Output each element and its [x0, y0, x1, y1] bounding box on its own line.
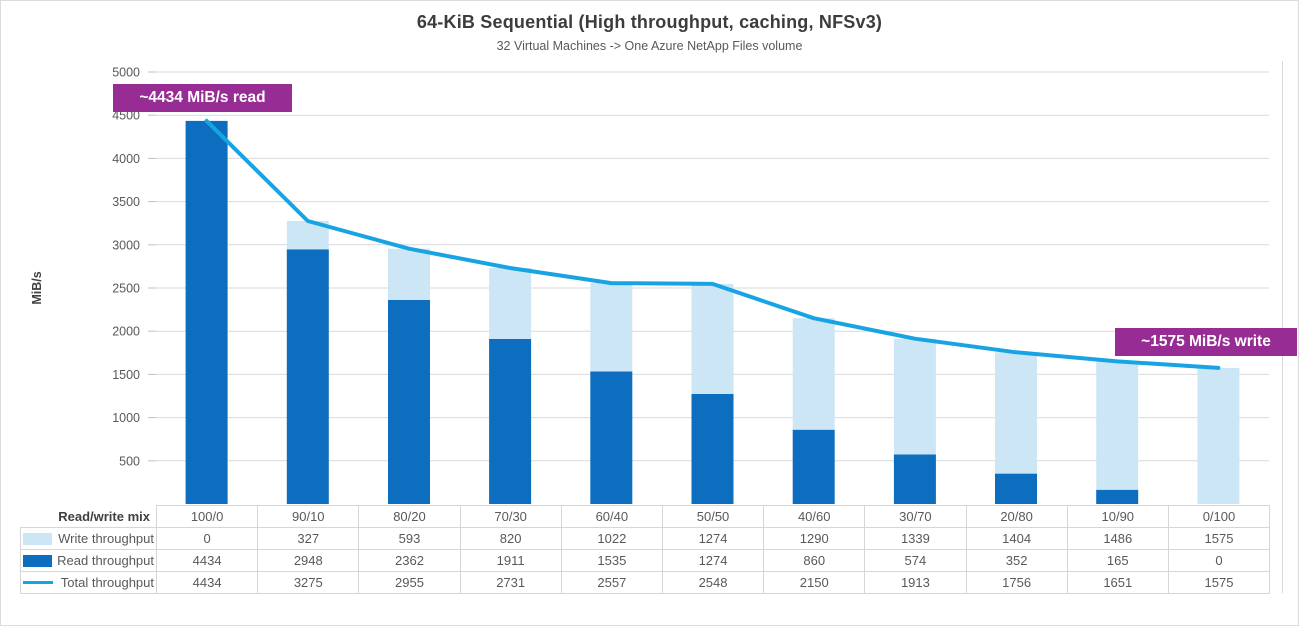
- value-cell: 1575: [1167, 527, 1271, 550]
- y-axis-tick-label: 4500: [112, 109, 140, 123]
- value-cell: 2362: [358, 549, 461, 572]
- read-peak-annotation: ~4434 MiB/s read: [113, 84, 292, 112]
- category-header-cell: 90/10: [257, 505, 360, 528]
- read-bar: [792, 429, 835, 504]
- table-header-row: Read/write mix 100/0 90/10 80/20 70/30 60/40 5…: [21, 505, 1271, 528]
- legend-cell: Total throughput: [20, 571, 157, 594]
- value-cell: 1575: [1167, 571, 1271, 594]
- total-line: [204, 118, 1221, 370]
- write-bar: [590, 283, 633, 372]
- value-cell: 820: [459, 527, 562, 550]
- value-cell: 1274: [661, 527, 765, 550]
- value-cell: 2955: [358, 571, 461, 594]
- value-cell: 2948: [257, 549, 360, 572]
- value-cell: 1404: [965, 527, 1068, 550]
- value-cell: 1535: [560, 549, 663, 572]
- legend-label: Write throughput: [58, 531, 154, 546]
- value-cell: 1911: [459, 549, 562, 572]
- y-axis-tick-label: 1500: [112, 368, 140, 382]
- total-line-legend-swatch: [23, 581, 53, 584]
- category-header-cell: 0/100: [1167, 505, 1271, 528]
- value-cell: 2150: [763, 571, 866, 594]
- value-cell: 2557: [560, 571, 663, 594]
- write-bar: [388, 248, 430, 300]
- write-bar: [792, 318, 835, 430]
- category-header-cell: 30/70: [864, 505, 967, 528]
- value-cell: 860: [763, 549, 866, 572]
- category-header-cell: 10/90: [1066, 505, 1169, 528]
- write-bar: [1096, 361, 1139, 490]
- category-header-cell: 40/60: [763, 505, 866, 528]
- read-bar: [893, 454, 936, 504]
- value-cell: 1913: [864, 571, 967, 594]
- value-cell: 0: [155, 527, 259, 550]
- y-axis-tick-label: 5000: [112, 66, 140, 80]
- read-bar: [388, 299, 430, 504]
- data-table: Read/write mix 100/0 90/10 80/20 70/30 60/40 5…: [20, 505, 1271, 594]
- y-axis-tick-label: 1000: [112, 411, 140, 425]
- category-header-cell: 60/40: [560, 505, 663, 528]
- value-cell: 4434: [155, 571, 259, 594]
- value-cell: 2731: [459, 571, 562, 594]
- value-cell: 1274: [661, 549, 765, 572]
- write-bar: [893, 338, 936, 455]
- category-header-cell: 50/50: [661, 505, 765, 528]
- read-bar: [691, 393, 734, 504]
- table-row: Write throughput 0 327 593 820 1022 1274 1290 13…: [20, 527, 1271, 550]
- value-cell: 165: [1066, 549, 1169, 572]
- legend-cell: Read throughput: [20, 549, 157, 572]
- read-bar-legend-swatch: [23, 554, 52, 567]
- read-bar: [1096, 489, 1139, 504]
- y-axis-tick-label: 3000: [112, 238, 140, 252]
- legend-label: Total throughput: [60, 575, 154, 590]
- value-cell: 3275: [257, 571, 360, 594]
- value-cell: 352: [965, 549, 1068, 572]
- value-cell: 593: [358, 527, 461, 550]
- write-bar-legend-swatch: [23, 532, 52, 545]
- value-cell: 574: [864, 549, 967, 572]
- category-header-cell: 20/80: [965, 505, 1068, 528]
- value-cell: 1290: [763, 527, 866, 550]
- value-cell: 1339: [864, 527, 967, 550]
- value-cell: 1756: [965, 571, 1068, 594]
- value-cell: 1022: [560, 527, 663, 550]
- table-row: Total throughput 4434 3275 2955 2731 2557 2548…: [20, 571, 1271, 594]
- legend-cell: Write throughput: [20, 527, 157, 550]
- category-header-cell: 70/30: [459, 505, 562, 528]
- legend-label: Read throughput: [57, 553, 154, 568]
- read-bar: [185, 120, 228, 505]
- y-axis-tick-label: 2000: [112, 325, 140, 339]
- value-cell: 1486: [1066, 527, 1169, 550]
- category-axis-label: Read/write mix: [58, 508, 150, 524]
- write-bar: [691, 283, 734, 394]
- write-bar: [995, 352, 1037, 474]
- category-header-cell: 100/0: [155, 505, 259, 528]
- y-axis-tick-label: 3500: [112, 195, 140, 209]
- value-cell: 2548: [661, 571, 765, 594]
- write-peak-annotation: ~1575 MiB/s write: [1115, 328, 1297, 356]
- chart-title: 64-KiB Sequential (High throughput, cach…: [416, 12, 883, 32]
- read-bar: [590, 371, 633, 504]
- value-cell: 0: [1167, 549, 1271, 572]
- read-bar: [995, 473, 1037, 504]
- chart-subtitle: 32 Virtual Machines -> One Azure NetApp …: [496, 39, 803, 53]
- category-header-cell: 80/20: [358, 505, 461, 528]
- write-bar: [1197, 367, 1240, 504]
- table-row: Read throughput 4434 2948 2362 1911 1535 1274 8…: [20, 549, 1271, 572]
- y-axis-tick-label: 4000: [112, 152, 140, 166]
- read-bar: [489, 338, 532, 504]
- value-cell: 1651: [1066, 571, 1169, 594]
- write-bar: [489, 268, 532, 339]
- read-bar: [286, 249, 329, 504]
- value-cell: 4434: [155, 549, 259, 572]
- y-axis-tick-label: 2500: [112, 282, 140, 296]
- value-cell: 327: [257, 527, 360, 550]
- y-axis-tick-label: 500: [119, 454, 140, 468]
